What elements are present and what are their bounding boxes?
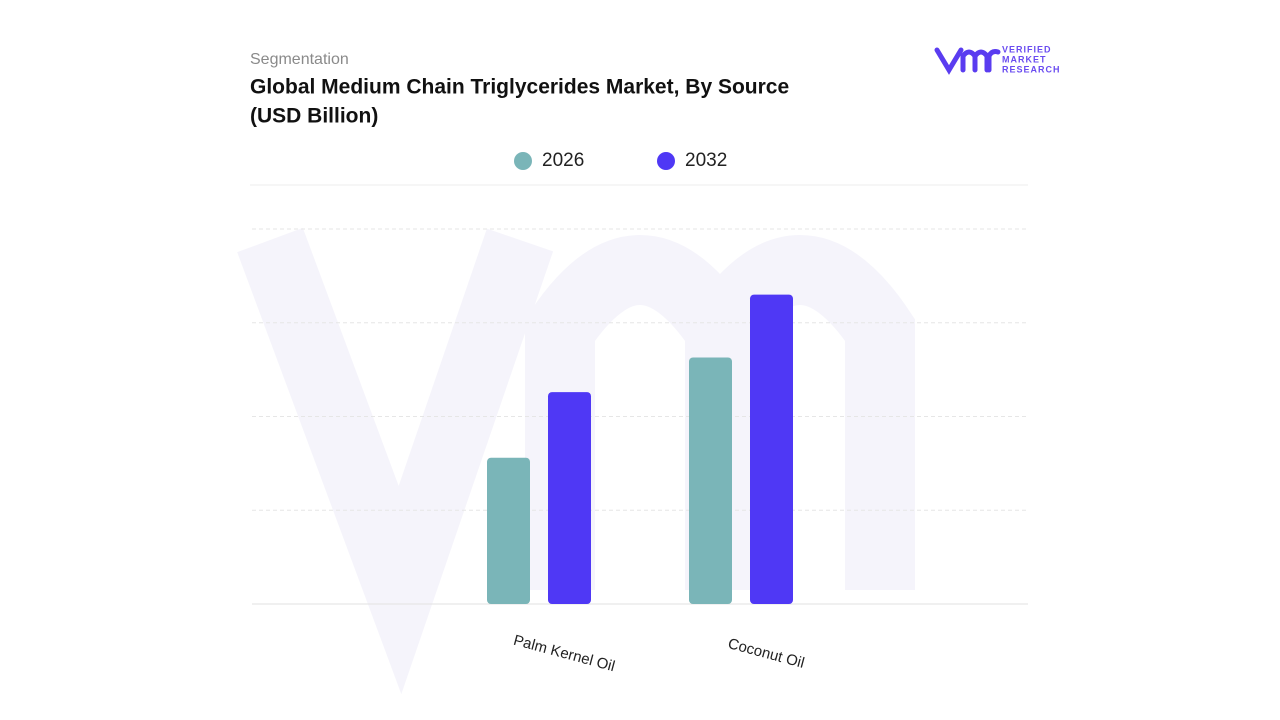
subtitle: Segmentation <box>250 51 349 68</box>
logo-text: VERIFIED <box>1002 44 1052 54</box>
bar <box>487 457 530 604</box>
chart-title: Global Medium Chain Triglycerides Market… <box>250 76 789 99</box>
logo: VERIFIED MARKET RESEARCH <box>934 44 1061 75</box>
chart-title: (USD Billion) <box>250 105 378 128</box>
legend-label: 2026 <box>542 150 584 171</box>
bar <box>750 294 793 604</box>
x-tick-label: Coconut Oil <box>726 635 806 672</box>
bar <box>689 357 732 604</box>
logo-mark <box>934 47 1001 75</box>
watermark <box>237 227 915 695</box>
legend-marker <box>514 152 532 170</box>
legend-label: 2032 <box>685 150 727 171</box>
logo-text: RESEARCH <box>1002 64 1061 74</box>
x-tick-label: Palm Kernel Oil <box>512 632 617 675</box>
legend-marker <box>657 152 675 170</box>
bar <box>548 392 591 604</box>
logo-text: MARKET <box>1002 54 1047 64</box>
